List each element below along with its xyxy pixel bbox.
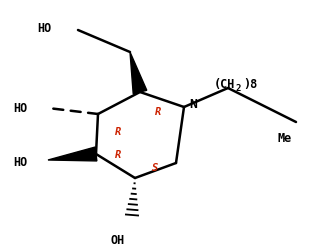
Text: R: R: [155, 107, 161, 117]
Text: )8: )8: [243, 77, 257, 90]
Text: 2: 2: [236, 83, 241, 92]
Text: HO: HO: [38, 21, 52, 35]
Text: HO: HO: [14, 102, 28, 115]
Text: N: N: [189, 98, 197, 111]
Text: R: R: [115, 127, 121, 137]
Text: Me: Me: [278, 131, 292, 144]
Text: OH: OH: [111, 234, 125, 247]
Text: S: S: [152, 163, 158, 173]
Polygon shape: [130, 52, 147, 94]
Text: (CH: (CH: [214, 77, 235, 90]
Polygon shape: [48, 147, 97, 161]
Text: R: R: [115, 150, 121, 160]
Text: HO: HO: [14, 155, 28, 169]
